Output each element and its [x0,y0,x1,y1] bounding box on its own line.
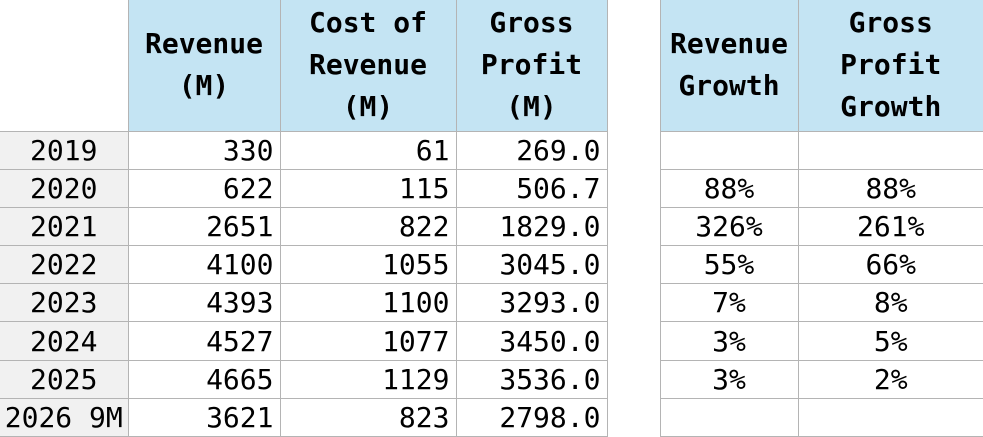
cell-gross_profit_growth [797,130,983,170]
cell-revenue_m: 4393 [127,283,281,323]
spacer-cell [607,360,660,399]
cell-revenue_m: 3621 [127,397,281,437]
cell-gross_profit_growth: 88% [797,168,983,208]
cell-cost_of_revenue_m: 823 [279,397,457,437]
table-row: 2023 4393 1100 3293.0 7% 8% [0,283,983,323]
row-header-year: 2026 9M [0,397,129,437]
cell-revenue_growth: 55% [659,245,799,285]
col-header-revenue_m: Revenue (M) [127,0,281,132]
table-row: 2024 4527 1077 3450.0 3% 5% [0,321,983,361]
cell-revenue_growth: 88% [659,168,799,208]
row-header-year: 2021 [0,206,129,247]
table-row: 2025 4665 1129 3536.0 3% 2% [0,359,983,399]
spacer-cell [607,283,660,322]
row-header-year: 2022 [0,245,129,285]
cell-revenue_growth: 7% [659,283,799,323]
cell-gross_profit_m: 3450.0 [455,321,608,361]
cell-gross_profit_growth: 261% [797,206,983,247]
cell-gross_profit_growth: 8% [797,283,983,323]
cell-gross_profit_growth [797,397,983,437]
cell-revenue_m: 2651 [127,206,281,247]
cell-gross_profit_m: 2798.0 [455,397,608,437]
cell-cost_of_revenue_m: 822 [279,206,457,247]
row-header-year: 2019 [0,130,129,170]
cell-gross_profit_m: 3293.0 [455,283,608,323]
cell-cost_of_revenue_m: 1129 [279,359,457,399]
col-header-revenue_growth: Revenue Growth [659,0,799,132]
row-header-year: 2023 [0,283,129,323]
spacer-cell [607,169,660,208]
cell-gross_profit_m: 269.0 [455,130,608,170]
table-header-row: Revenue (M) Cost of Revenue (M) Gross Prof… [0,0,983,132]
cell-revenue_growth [659,397,799,437]
col-header-gross_profit_growth: Gross Profit Growth [797,0,983,132]
spacer-cell [607,131,660,170]
spacer-header-cell [607,0,660,131]
spacer-cell [607,207,660,246]
cell-cost_of_revenue_m: 1055 [279,245,457,285]
cell-revenue_growth: 3% [659,321,799,361]
row-header-year: 2025 [0,359,129,399]
table-row: 2019 330 61 269.0 [0,130,983,170]
row-header-year: 2024 [0,321,129,361]
col-header-cost_of_revenue_m: Cost of Revenue (M) [279,0,457,132]
cell-gross_profit_m: 3045.0 [455,245,608,285]
cell-gross_profit_m: 506.7 [455,168,608,208]
table-row: 2020 622 115 506.7 88% 88% [0,168,983,208]
spacer-cell [607,321,660,361]
cell-gross_profit_growth: 2% [797,359,983,399]
cell-revenue_m: 4100 [127,245,281,285]
spacer-cell [607,398,660,437]
cell-revenue_m: 330 [127,130,281,170]
cell-revenue_growth: 326% [659,206,799,247]
table-header: Revenue (M) Cost of Revenue (M) Gross Prof… [0,0,983,132]
table-row: 2022 4100 1055 3045.0 55% 66% [0,245,983,285]
spacer-cell [607,245,660,284]
cell-gross_profit_m: 3536.0 [455,359,608,399]
cell-revenue_m: 622 [127,168,281,208]
cell-revenue_growth: 3% [659,359,799,399]
cell-revenue_growth [659,130,799,170]
cell-revenue_m: 4527 [127,321,281,361]
row-header-year: 2020 [0,168,129,208]
cell-cost_of_revenue_m: 115 [279,168,457,208]
table-row: 2026 9M 3621 823 2798.0 [0,397,983,437]
cell-cost_of_revenue_m: 61 [279,130,457,170]
table-row: 2021 2651 822 1829.0 326% 261% [0,206,983,247]
table-body: 2019 330 61 269.0 2020 622 115 506.7 88% 88% 2021 2… [0,130,983,437]
cell-cost_of_revenue_m: 1077 [279,321,457,361]
cell-cost_of_revenue_m: 1100 [279,283,457,323]
cell-gross_profit_growth: 5% [797,321,983,361]
cell-gross_profit_m: 1829.0 [455,206,608,247]
cell-gross_profit_growth: 66% [797,245,983,285]
col-header-gross_profit_m: Gross Profit (M) [455,0,608,132]
corner-cell [0,0,128,131]
cell-revenue_m: 4665 [127,359,281,399]
